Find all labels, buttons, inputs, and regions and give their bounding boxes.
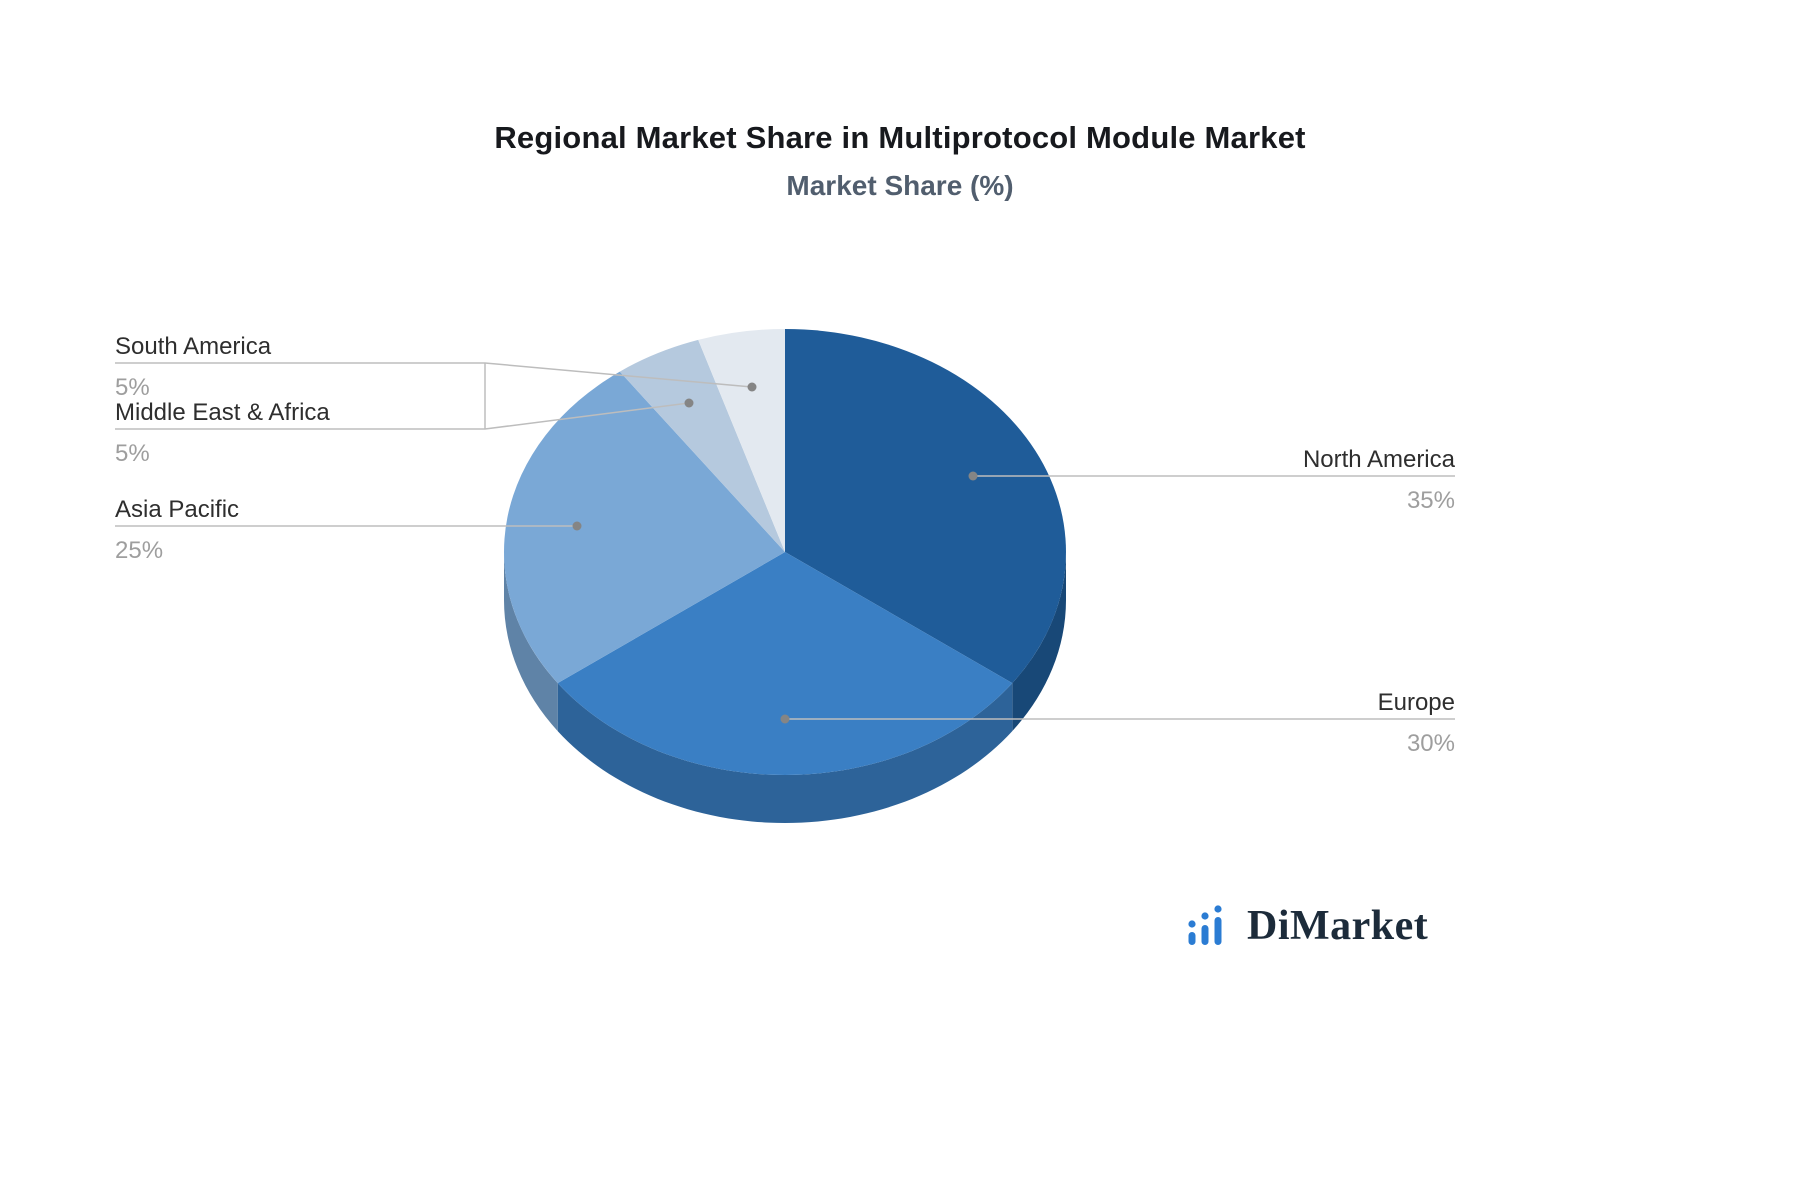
pie-slice-side-asia-pacific — [504, 552, 558, 732]
pie-slice-asia-pacific[interactable] — [504, 371, 785, 684]
slice-label: Europe — [1377, 689, 1455, 716]
slice-value: 25% — [115, 537, 164, 564]
chart-subtitle: Market Share (%) — [786, 170, 1014, 201]
pie-slice-side-europe — [557, 683, 1013, 823]
pie-slice-middle-east-africa[interactable] — [619, 339, 785, 552]
label-line-south-america — [115, 362, 753, 388]
pie-slice-side-north-america — [1012, 552, 1066, 732]
chart-header: Regional Market Share in Multiprotocol M… — [0, 120, 1800, 203]
slice-label: North America — [1302, 446, 1455, 473]
label-dot-asia-pacific — [572, 521, 582, 531]
slice-label: South America — [115, 333, 272, 360]
logo: DiMarket — [1183, 901, 1428, 951]
label-dot-middle-east-africa — [684, 398, 694, 408]
callout-north-america: North America 35% — [1303, 443, 1455, 516]
slice-label: Middle East & Africa — [115, 399, 330, 426]
callout-europe: Europe 30% — [1378, 686, 1455, 759]
logo-text: DiMarket — [1247, 903, 1429, 949]
slice-value: 5% — [115, 374, 150, 401]
label-dot-south-america — [747, 382, 757, 392]
slice-value: 35% — [1406, 487, 1455, 514]
slice-value: 5% — [115, 440, 150, 467]
slice-label: Asia Pacific — [115, 496, 240, 523]
label-dot-europe — [780, 714, 790, 724]
chart-title: Regional Market Share in Multiprotocol M… — [494, 120, 1306, 155]
callout-south-america: South America 5% — [115, 330, 271, 403]
callout-middle-east-africa: Middle East & Africa 5% — [115, 396, 330, 469]
label-line-middle-east-africa — [115, 402, 690, 430]
slice-value: 30% — [1406, 730, 1455, 757]
label-dot-north-america — [968, 471, 978, 481]
callout-asia-pacific: Asia Pacific 25% — [115, 493, 239, 566]
bar-chart-logo-icon — [1188, 905, 1222, 945]
pie-slice-north-america[interactable] — [785, 329, 1066, 684]
